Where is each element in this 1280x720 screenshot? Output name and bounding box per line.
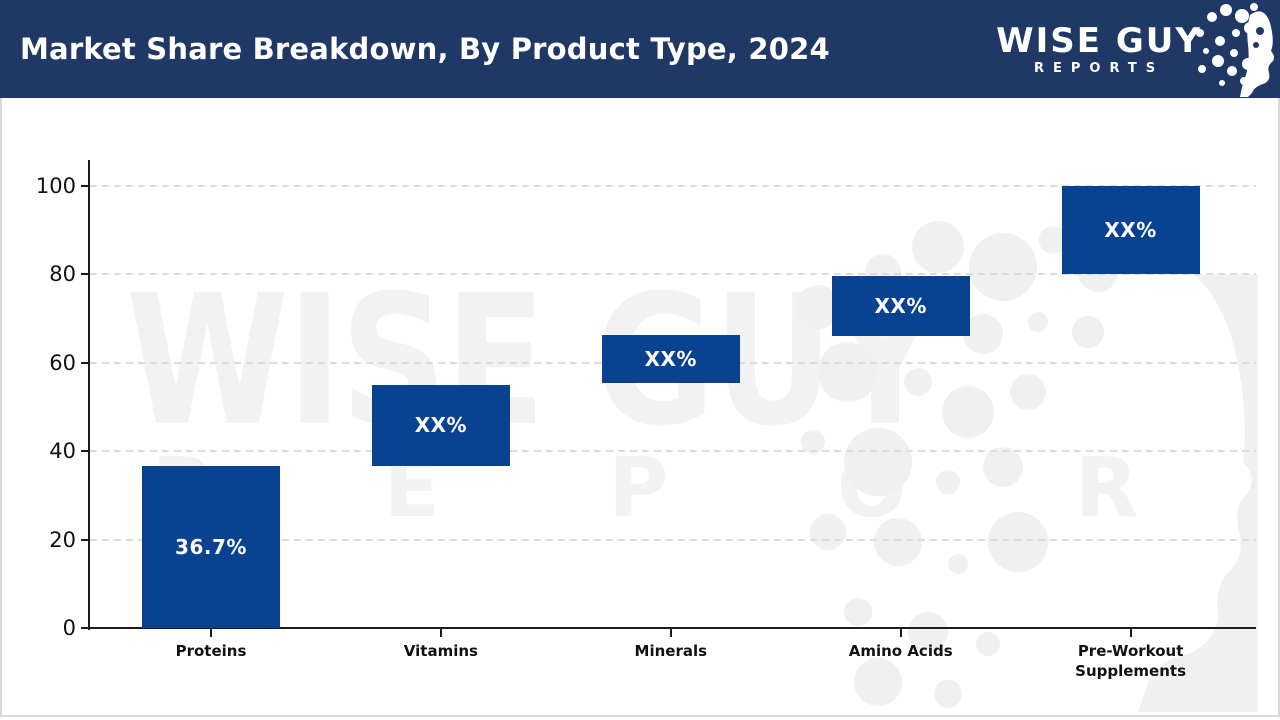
bar-pre-workout-supplements: XX% — [1061, 185, 1200, 274]
gridline-100 — [90, 184, 1256, 187]
y-tick-mark — [81, 627, 88, 629]
y-tick-mark — [81, 538, 88, 541]
bar-value-label: 36.7% — [175, 534, 247, 559]
category-label: Minerals — [634, 642, 708, 660]
x-tick-mark — [1129, 629, 1132, 637]
category-label: Amino Acids — [848, 642, 953, 660]
y-tick-label: 60 — [49, 350, 76, 375]
y-tick-label: 20 — [49, 527, 76, 552]
x-tick-mark — [210, 629, 212, 637]
y-tick-label: 100 — [35, 173, 76, 198]
x-tick-mark — [439, 629, 442, 637]
y-tick-label: 40 — [49, 439, 76, 463]
gridline-80 — [90, 273, 1256, 275]
x-axis-line — [88, 627, 1256, 629]
bar-proteins: 36.7% — [142, 465, 280, 628]
logo-subtitle: REPORTS — [1034, 60, 1165, 76]
bar-value-label: XX% — [414, 413, 468, 438]
x-tick-mark — [899, 629, 902, 637]
bar-minerals: XX% — [601, 335, 740, 383]
gridline-40 — [90, 450, 1256, 452]
logo-wordmark: WISE GUY — [996, 20, 1202, 61]
page-title: Market Share Breakdown, By Product Type,… — [20, 32, 830, 66]
y-tick-label: 80 — [49, 262, 76, 286]
y-tick-mark — [81, 361, 88, 364]
y-tick-mark — [81, 450, 88, 452]
wise-guy-reports-logo: WISE GUY REPORTS — [996, 1, 1280, 97]
watermark-subtitle: R E P O R T S — [152, 441, 1280, 536]
bar-value-label: XX% — [1104, 217, 1157, 242]
logo-head-icon — [1196, 3, 1274, 97]
header-bar: Market Share Breakdown, By Product Type,… — [0, 0, 1280, 98]
category-label: Vitamins — [403, 642, 478, 660]
bar-value-label: XX% — [874, 294, 927, 319]
category-label: Proteins — [175, 642, 247, 660]
bar-vitamins: XX% — [371, 384, 510, 466]
logo-text: WISE GUY REPORTS — [996, 24, 1202, 75]
bar-amino-acids: XX% — [831, 276, 970, 336]
y-axis-line — [88, 160, 90, 630]
y-tick-label: 0 — [62, 616, 76, 640]
y-tick-mark — [81, 273, 88, 275]
x-tick-mark — [669, 629, 672, 637]
category-label: Pre-Workout Supplements — [1075, 642, 1187, 681]
gridline-20 — [90, 538, 1256, 541]
y-tick-mark — [81, 184, 88, 187]
bar-value-label: XX% — [644, 346, 697, 371]
